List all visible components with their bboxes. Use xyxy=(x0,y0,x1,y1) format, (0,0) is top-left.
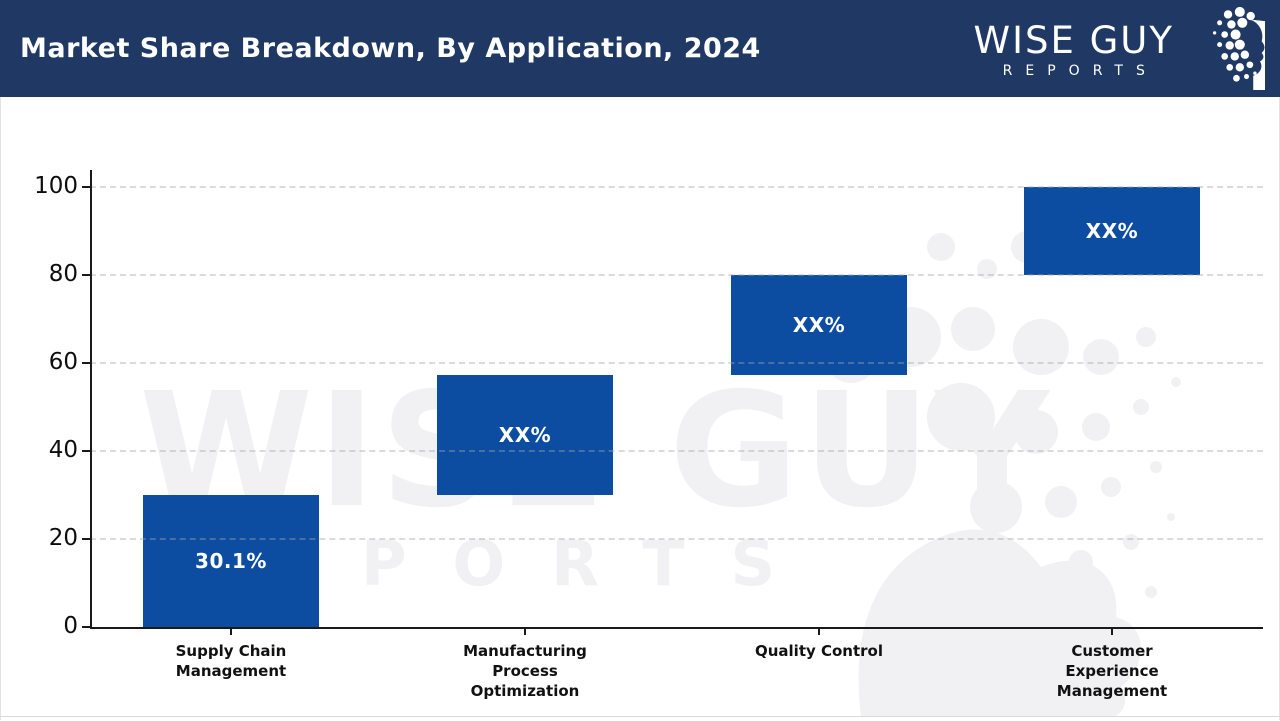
category-label-line: Supply Chain xyxy=(175,642,287,660)
y-tick-label: 100 xyxy=(34,173,78,199)
bar-segment: XX% xyxy=(1024,187,1200,276)
y-tick-label: 0 xyxy=(63,613,78,639)
x-tick xyxy=(1111,627,1113,635)
category-label-line: Manufacturing xyxy=(463,642,587,660)
y-tick-label: 20 xyxy=(48,525,78,551)
gridline xyxy=(90,274,1263,276)
y-axis-line xyxy=(90,170,92,629)
gridline xyxy=(90,362,1263,364)
category-label: Manufacturing Process Optimization xyxy=(395,641,655,701)
y-tick-label: 80 xyxy=(48,261,78,287)
category-label: Customer Experience Management xyxy=(982,641,1242,701)
category-label-line: Quality Control xyxy=(754,642,883,660)
x-tick xyxy=(818,627,820,635)
category-label-line: Experience xyxy=(1065,662,1159,680)
bar-segment: XX% xyxy=(731,275,907,375)
x-axis-line xyxy=(90,627,1263,629)
bar-value-label: XX% xyxy=(498,422,552,447)
page-title: Market Share Breakdown, By Application, … xyxy=(20,33,761,64)
category-label-line: Management xyxy=(175,662,287,680)
y-tick xyxy=(82,186,90,188)
y-tick xyxy=(82,626,90,628)
brand-name: WISE GUY xyxy=(973,19,1174,62)
x-tick xyxy=(230,627,232,635)
y-tick xyxy=(82,274,90,276)
brand-logo-text: WISE GUY REPORTS xyxy=(973,19,1174,80)
x-tick xyxy=(524,627,526,635)
gridline xyxy=(90,450,1263,452)
gridline xyxy=(90,186,1263,188)
category-label: Supply Chain Management xyxy=(101,641,361,681)
y-tick xyxy=(82,538,90,540)
brand-subname: REPORTS xyxy=(1002,63,1158,79)
gridline xyxy=(90,538,1263,540)
y-tick xyxy=(82,362,90,364)
bar-value-label: XX% xyxy=(1085,219,1139,244)
category-label-line: Optimization xyxy=(470,682,580,700)
header-bar: Market Share Breakdown, By Application, … xyxy=(0,0,1280,97)
bar-segment: 30.1% xyxy=(143,494,319,627)
bar-value-label: XX% xyxy=(792,313,846,338)
brand-logo: WISE GUY REPORTS xyxy=(973,6,1266,94)
bar-value-label: 30.1% xyxy=(195,548,267,573)
category-label-line: Management xyxy=(1056,682,1168,700)
watermark-head-icon xyxy=(791,217,1211,721)
category-label: Quality Control xyxy=(689,641,949,661)
bar-segment: XX% xyxy=(437,374,613,495)
category-label-line: Customer xyxy=(1071,642,1153,660)
y-tick-label: 40 xyxy=(48,437,78,463)
wise-guy-head-icon xyxy=(1180,6,1266,94)
category-label-line: Process xyxy=(492,662,558,680)
y-tick-label: 60 xyxy=(48,349,78,375)
waterfall-chart: WISE GUY REPORTS 0 20 40 60 80 100 30.1% XX% XX%… xyxy=(0,97,1280,720)
y-tick xyxy=(82,450,90,452)
bottom-divider xyxy=(0,716,1280,717)
